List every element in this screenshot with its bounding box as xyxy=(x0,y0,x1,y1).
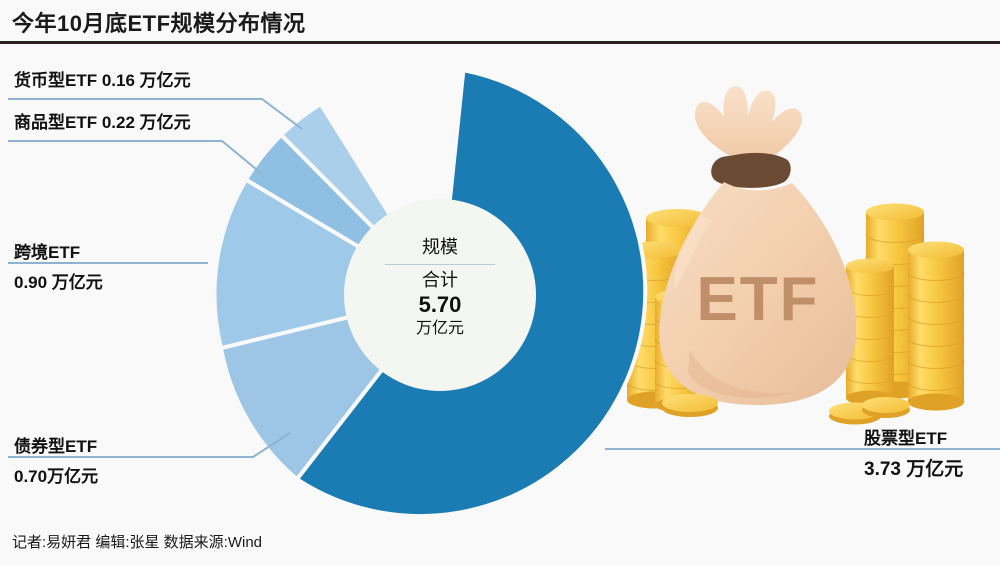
callout-money-etf: 货币型ETF 0.16 万亿元 xyxy=(14,66,191,91)
bag-shadow xyxy=(688,350,796,398)
loose-coins xyxy=(662,394,910,425)
donut-center-subtitle: 合计 xyxy=(422,269,458,290)
callout-stock-etf-value: 3.73 万亿元 xyxy=(864,454,963,481)
leader-commodity-etf xyxy=(8,140,263,175)
callout-money-etf-label: 货币型ETF 0.16 万亿元 xyxy=(14,71,191,90)
callout-stock-etf-amount: 3.73 万亿元 xyxy=(864,459,964,480)
money-bag-illustration: ETF xyxy=(659,86,857,406)
donut-center-value: 5.70 xyxy=(418,292,462,317)
coin-stack-right xyxy=(845,203,965,411)
leader-bond-etf xyxy=(8,432,291,458)
callout-commodity-etf: 商品型ETF 0.22 万亿元 xyxy=(14,108,191,133)
callout-cross-border-etf-amount: 0.90 万亿元 xyxy=(14,273,103,292)
callout-cross-border-etf-value: 0.90 万亿元 xyxy=(14,268,103,293)
title-divider xyxy=(0,41,1000,44)
callout-bond-etf-label: 债券型ETF xyxy=(14,437,98,456)
leader-lines xyxy=(8,98,1000,458)
callout-bond-etf-name: 债券型ETF xyxy=(14,432,97,457)
bag-neck-folds xyxy=(694,86,802,160)
bag-tie xyxy=(711,152,791,188)
callout-stock-etf-name: 股票型ETF xyxy=(864,424,947,449)
footer-credits: 记者:易妍君 编辑:张星 数据来源:Wind xyxy=(12,534,263,551)
bag-highlight xyxy=(673,215,712,290)
callout-cross-border-etf-name: 跨境ETF xyxy=(14,238,80,263)
callout-stock-etf-label: 股票型ETF xyxy=(864,429,948,448)
donut-center-unit: 万亿元 xyxy=(415,319,464,337)
leader-money-etf xyxy=(8,98,303,130)
donut-center-divider xyxy=(385,263,495,265)
bag-body xyxy=(659,182,857,406)
bag-etf-text: ETF xyxy=(696,265,819,334)
donut-hole xyxy=(344,199,536,391)
callout-commodity-etf-label: 商品型ETF 0.22 万亿元 xyxy=(14,113,191,132)
donut-center-summary: 规模 合计 5.70 万亿元 xyxy=(356,236,524,339)
callout-cross-border-etf-label: 跨境ETF xyxy=(14,243,81,262)
donut-center-title: 规模 xyxy=(422,237,458,257)
callout-bond-etf-value: 0.70万亿元 xyxy=(14,462,98,487)
callout-bond-etf-amount: 0.70万亿元 xyxy=(14,467,99,486)
page-title: 今年10月底ETF规模分布情况 xyxy=(12,11,306,36)
